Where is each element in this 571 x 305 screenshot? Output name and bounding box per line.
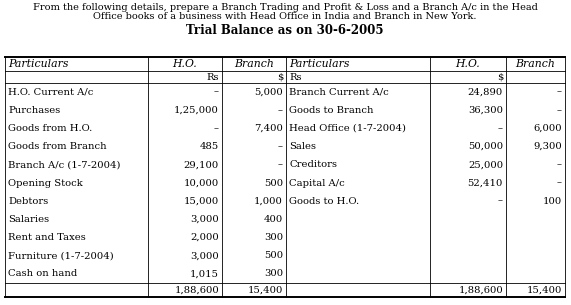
Text: Capital A/c: Capital A/c <box>289 178 345 188</box>
Text: 6,000: 6,000 <box>533 124 562 133</box>
Text: –: – <box>557 88 562 97</box>
Text: –: – <box>278 160 283 169</box>
Text: –: – <box>214 88 219 97</box>
Text: –: – <box>278 106 283 115</box>
Text: 9,300: 9,300 <box>533 142 562 151</box>
Text: –: – <box>557 106 562 115</box>
Text: $: $ <box>276 73 283 81</box>
Text: Goods to Branch: Goods to Branch <box>289 106 373 115</box>
Text: 2,000: 2,000 <box>190 233 219 242</box>
Text: 500: 500 <box>264 251 283 260</box>
Text: From the following details, prepare a Branch Trading and Profit & Loss and a Bra: From the following details, prepare a Br… <box>33 3 537 12</box>
Text: 24,890: 24,890 <box>468 88 503 97</box>
Text: 1,88,600: 1,88,600 <box>174 285 219 295</box>
Text: Rent and Taxes: Rent and Taxes <box>8 233 86 242</box>
Text: Rs: Rs <box>289 73 301 81</box>
Text: Branch Current A/c: Branch Current A/c <box>289 88 389 97</box>
Text: Trial Balance as on 30-6-2005: Trial Balance as on 30-6-2005 <box>186 24 384 37</box>
Text: H.O.: H.O. <box>172 59 198 69</box>
Text: 15,400: 15,400 <box>248 285 283 295</box>
Text: Branch: Branch <box>516 59 556 69</box>
Text: –: – <box>498 124 503 133</box>
Text: H.O. Current A/c: H.O. Current A/c <box>8 88 94 97</box>
Text: Goods from H.O.: Goods from H.O. <box>8 124 93 133</box>
Text: 15,000: 15,000 <box>184 197 219 206</box>
Text: 1,25,000: 1,25,000 <box>174 106 219 115</box>
Text: Branch: Branch <box>234 59 274 69</box>
Text: Salaries: Salaries <box>8 215 49 224</box>
Text: Head Office (1-7-2004): Head Office (1-7-2004) <box>289 124 406 133</box>
Text: 500: 500 <box>264 178 283 188</box>
Text: 1,000: 1,000 <box>254 197 283 206</box>
Text: –: – <box>557 178 562 188</box>
Text: Creditors: Creditors <box>289 160 337 169</box>
Text: Particulars: Particulars <box>289 59 349 69</box>
Text: 25,000: 25,000 <box>468 160 503 169</box>
Text: Office books of a business with Head Office in India and Branch in New York.: Office books of a business with Head Off… <box>93 12 477 21</box>
Text: Opening Stock: Opening Stock <box>8 178 83 188</box>
Text: 100: 100 <box>543 197 562 206</box>
Text: Purchases: Purchases <box>8 106 61 115</box>
Text: Goods to H.O.: Goods to H.O. <box>289 197 359 206</box>
Text: Sales: Sales <box>289 142 316 151</box>
Text: 300: 300 <box>264 233 283 242</box>
Text: 400: 400 <box>264 215 283 224</box>
Text: Debtors: Debtors <box>8 197 49 206</box>
Text: Branch A/c (1-7-2004): Branch A/c (1-7-2004) <box>8 160 120 169</box>
Text: 29,100: 29,100 <box>184 160 219 169</box>
Text: –: – <box>214 124 219 133</box>
Text: 10,000: 10,000 <box>184 178 219 188</box>
Text: Cash on hand: Cash on hand <box>8 269 77 278</box>
Text: Goods from Branch: Goods from Branch <box>8 142 107 151</box>
Text: Furniture (1-7-2004): Furniture (1-7-2004) <box>8 251 114 260</box>
Text: 50,000: 50,000 <box>468 142 503 151</box>
Text: –: – <box>557 160 562 169</box>
Text: 5,000: 5,000 <box>254 88 283 97</box>
Text: 52,410: 52,410 <box>468 178 503 188</box>
Text: Particulars: Particulars <box>8 59 69 69</box>
Text: –: – <box>278 142 283 151</box>
Text: $: $ <box>497 73 503 81</box>
Text: H.O.: H.O. <box>456 59 480 69</box>
Text: –: – <box>498 197 503 206</box>
Text: 300: 300 <box>264 269 283 278</box>
Text: 485: 485 <box>200 142 219 151</box>
Text: 1,88,600: 1,88,600 <box>459 285 503 295</box>
Text: 3,000: 3,000 <box>190 251 219 260</box>
Text: 7,400: 7,400 <box>254 124 283 133</box>
Text: 3,000: 3,000 <box>190 215 219 224</box>
Text: 1,015: 1,015 <box>190 269 219 278</box>
Text: 15,400: 15,400 <box>526 285 562 295</box>
Text: 36,300: 36,300 <box>468 106 503 115</box>
Text: Rs: Rs <box>207 73 219 81</box>
